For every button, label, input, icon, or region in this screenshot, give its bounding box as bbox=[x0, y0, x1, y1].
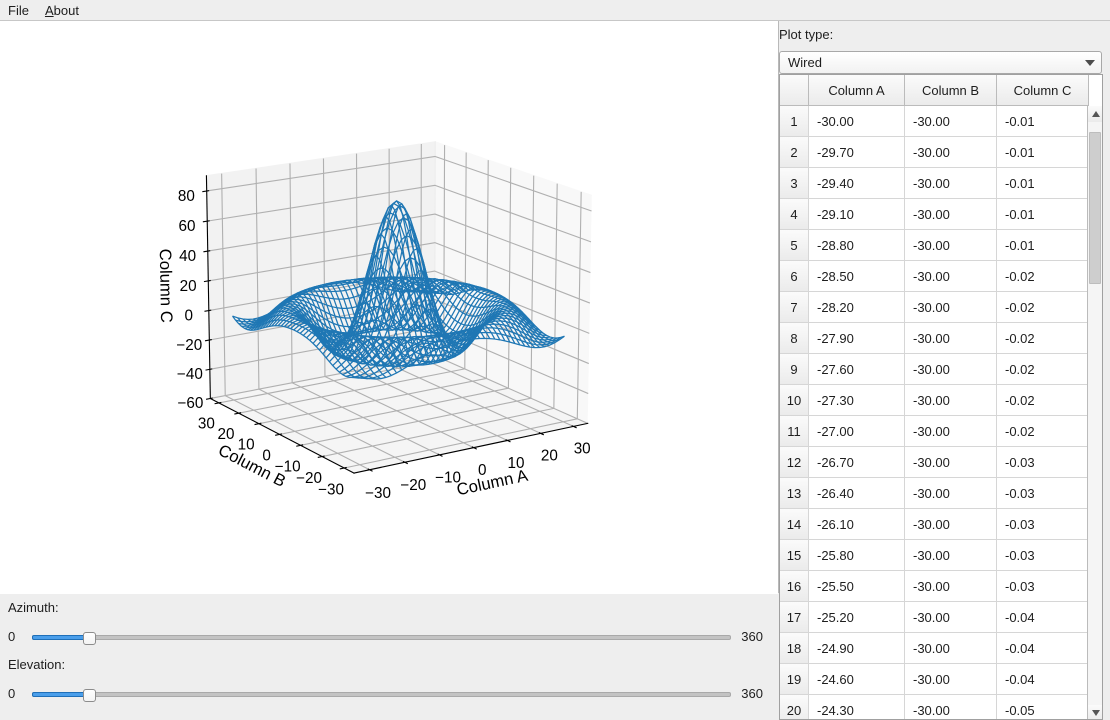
svg-text:−20: −20 bbox=[400, 477, 426, 494]
svg-text:80: 80 bbox=[178, 188, 195, 205]
svg-text:20: 20 bbox=[541, 448, 558, 465]
svg-text:0: 0 bbox=[184, 307, 193, 324]
svg-text:60: 60 bbox=[178, 218, 195, 235]
svg-text:−20: −20 bbox=[176, 337, 202, 354]
svg-text:−60: −60 bbox=[177, 395, 203, 412]
svg-text:−40: −40 bbox=[177, 366, 203, 383]
svg-text:30: 30 bbox=[198, 415, 215, 432]
svg-text:Column C: Column C bbox=[156, 249, 176, 323]
svg-text:40: 40 bbox=[179, 248, 196, 265]
svg-text:30: 30 bbox=[574, 441, 591, 458]
svg-text:20: 20 bbox=[180, 278, 197, 295]
svg-text:20: 20 bbox=[218, 426, 235, 443]
svg-text:−30: −30 bbox=[365, 485, 391, 502]
